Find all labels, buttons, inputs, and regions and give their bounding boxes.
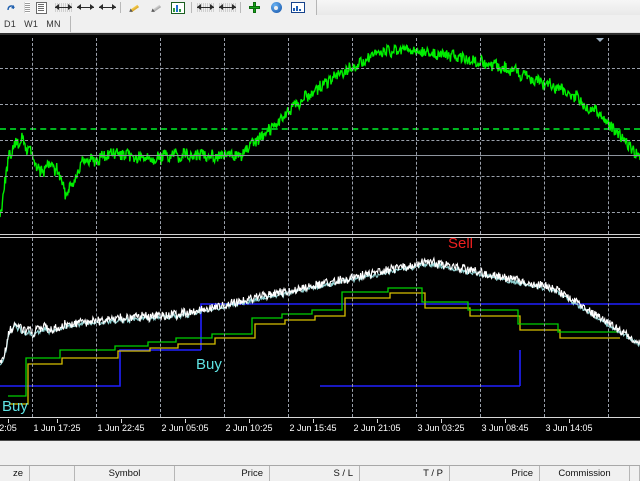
- equity-pane[interactable]: Buy Buy Sell: [0, 238, 640, 417]
- equidistant-channel-icon[interactable]: [74, 0, 96, 15]
- axis-tick-label: 3 Jun 08:45: [481, 423, 529, 433]
- balance-line-mid: [200, 303, 640, 350]
- axis-tick: [185, 419, 186, 423]
- axis-tick: [8, 419, 9, 423]
- axis-tick: [569, 419, 570, 423]
- take-profit-step-line: [10, 292, 620, 405]
- undo-icon[interactable]: [0, 0, 22, 15]
- axis-tick-label: 3 Jun 14:05: [545, 423, 593, 433]
- axis-tick-label: 3 Jun 03:25: [417, 423, 465, 433]
- current-price-line: [0, 155, 640, 156]
- trendline-icon[interactable]: [96, 0, 118, 15]
- axis-tick: [249, 419, 250, 423]
- toolbar-separator: [120, 2, 121, 13]
- axis-tick-label: 2:05: [0, 423, 17, 433]
- table-column-header[interactable]: Price: [450, 466, 540, 481]
- tab-mn[interactable]: MN: [46, 19, 61, 29]
- axis-tick: [441, 419, 442, 423]
- axis-tick-label: 1 Jun 17:25: [33, 423, 81, 433]
- axis-rule: [0, 417, 640, 418]
- chart-template-icon[interactable]: [167, 0, 189, 15]
- add-indicator-icon[interactable]: [243, 0, 265, 15]
- tab-bar-divider: [70, 16, 71, 33]
- trade-label-sell[interactable]: Sell: [448, 238, 474, 252]
- chart-toolbar: [0, 0, 640, 16]
- axis-tick-label: 2 Jun 10:25: [225, 423, 273, 433]
- bar-chart-icon[interactable]: [287, 0, 309, 15]
- tab-bar-underline: [70, 32, 640, 33]
- axis-tick: [313, 419, 314, 423]
- chart-x-axis[interactable]: 2:05 1 Jun 17:25 1 Jun 22:45 2 Jun 05:05 2 J…: [0, 417, 640, 442]
- axis-tick-label: 1 Jun 22:45: [97, 423, 145, 433]
- axis-tick: [57, 419, 58, 423]
- axis-tick: [505, 419, 506, 423]
- price-line: [0, 43, 640, 218]
- equity-price-line: [0, 256, 640, 364]
- table-column-header[interactable]: [30, 466, 75, 481]
- price-series: [0, 43, 640, 218]
- table-column-header[interactable]: Price: [175, 466, 270, 481]
- axis-tick-label: 2 Jun 05:05: [161, 423, 209, 433]
- toolbar-separator: [240, 2, 241, 13]
- table-column-header[interactable]: Commission: [540, 466, 630, 481]
- tab-d1[interactable]: D1: [4, 19, 17, 29]
- toolbar-button-group: [0, 0, 317, 15]
- pane-divider[interactable]: [0, 234, 640, 238]
- price-pane[interactable]: [0, 38, 640, 234]
- trade-label-buy[interactable]: Buy: [2, 398, 28, 415]
- crosshair-span-icon[interactable]: [194, 0, 216, 15]
- scale-handle-triangle-icon[interactable]: [594, 38, 606, 42]
- axis-tick: [121, 419, 122, 423]
- toolbar-grip-handle[interactable]: [24, 2, 30, 13]
- tab-w1[interactable]: W1: [24, 19, 39, 29]
- terminal-toolbar-area: [0, 442, 640, 466]
- toolbar-separator: [191, 2, 192, 13]
- pencil-gray-icon[interactable]: [145, 0, 167, 15]
- equity-series: [0, 256, 640, 405]
- stop-loss-step-line: [8, 287, 618, 397]
- pencil-icon[interactable]: [123, 0, 145, 15]
- refresh-circle-icon[interactable]: [265, 0, 287, 15]
- axis-tick-label: 2 Jun 15:45: [289, 423, 337, 433]
- fibo-span-icon[interactable]: [216, 0, 238, 15]
- timeframe-tab-bar: D1 W1 MN: [0, 15, 640, 33]
- horizontal-line-icon[interactable]: [52, 0, 74, 15]
- trade-label-buy[interactable]: Buy: [196, 356, 222, 373]
- table-column-header[interactable]: [630, 466, 640, 481]
- chart-canvas[interactable]: Buy Buy Sell 2:05 1 Jun 17:25 1 Jun 22:45 2…: [0, 33, 640, 440]
- table-column-header[interactable]: S / L: [270, 466, 360, 481]
- axis-tick: [377, 419, 378, 423]
- price-level-line: [0, 128, 640, 130]
- axis-tick-label: 2 Jun 21:05: [353, 423, 401, 433]
- balance-line-left: [0, 349, 201, 387]
- table-column-header[interactable]: Symbol: [75, 466, 175, 481]
- table-column-header[interactable]: T / P: [360, 466, 450, 481]
- balance-spacer: [320, 350, 520, 386]
- list-icon[interactable]: [30, 0, 52, 15]
- table-column-header[interactable]: ze: [0, 466, 30, 481]
